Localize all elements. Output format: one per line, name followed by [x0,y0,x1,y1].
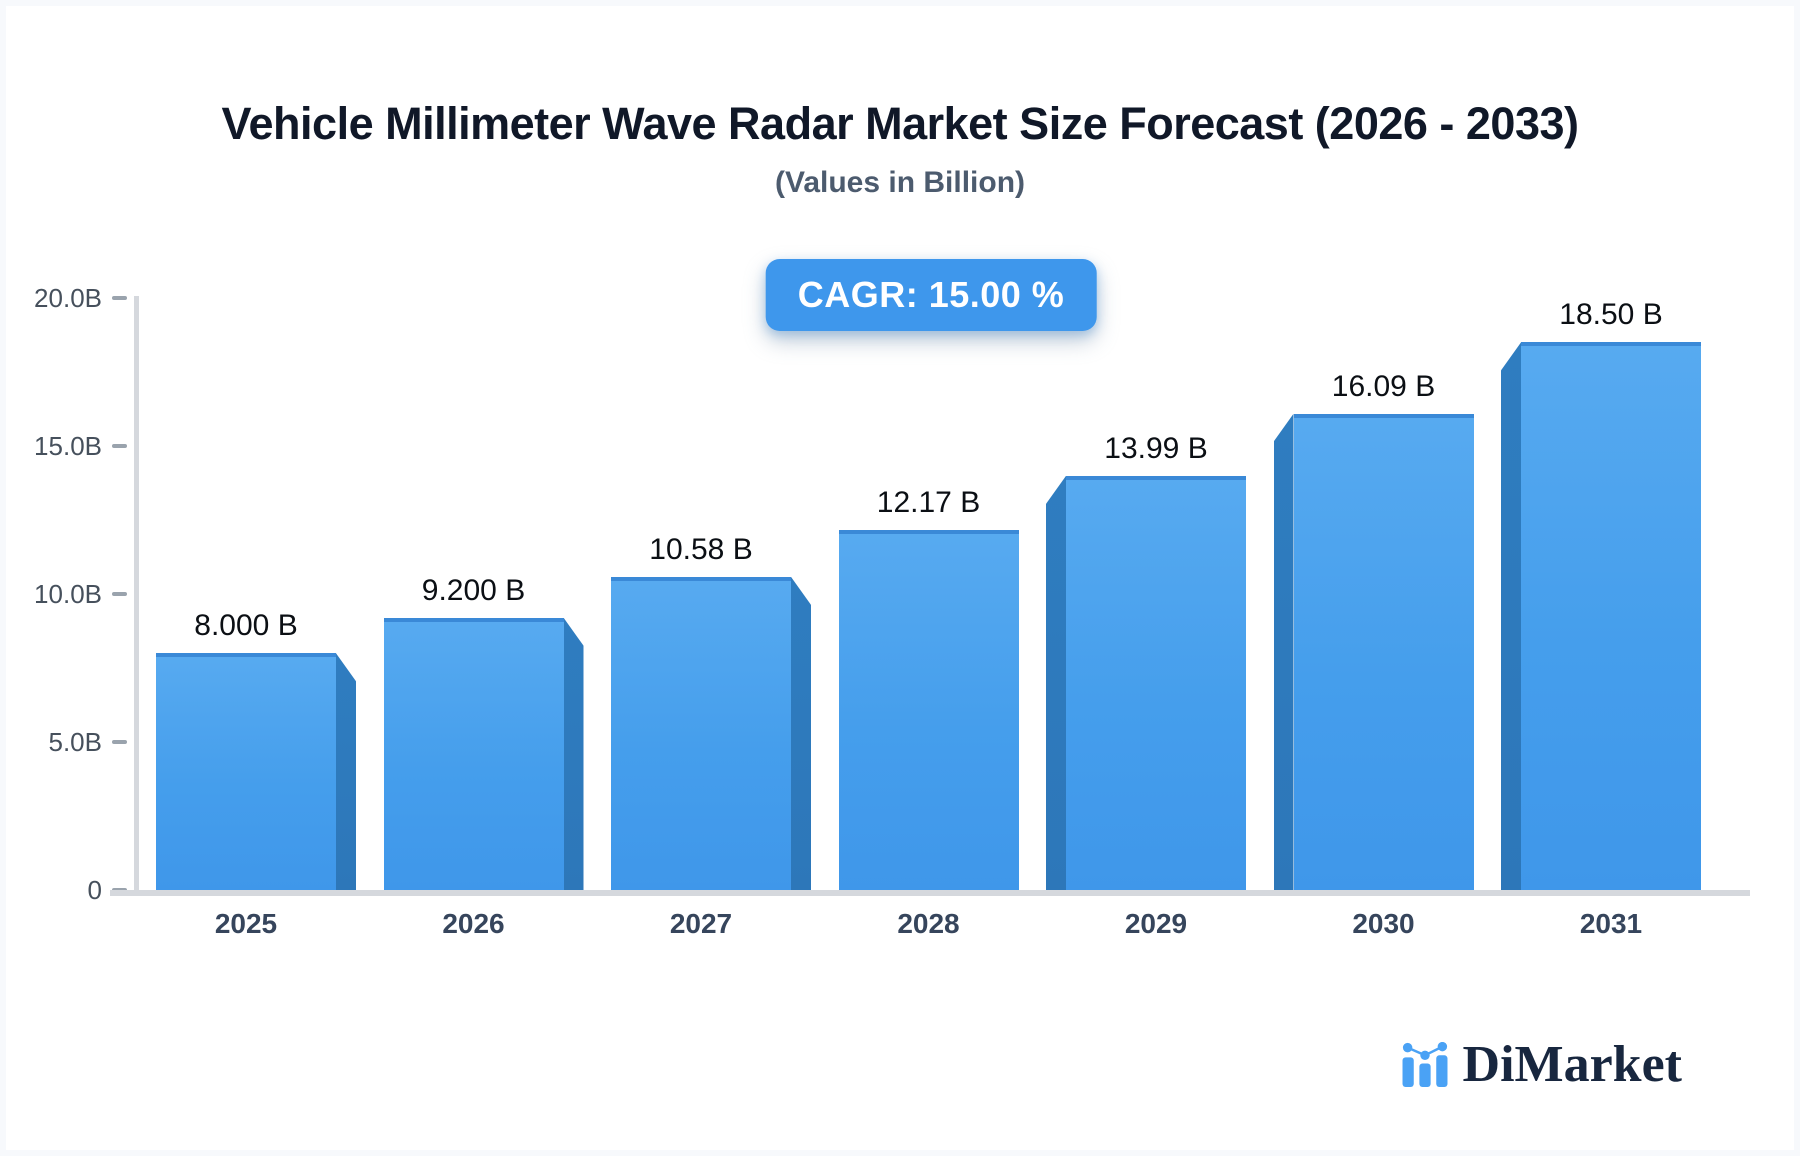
bar-value-label-2028: 12.17 B [876,485,981,519]
chart-title: Vehicle Millimeter Wave Radar Market Siz… [221,98,1579,149]
bar-2026 [383,617,564,890]
y-tick [112,592,127,596]
x-category-label-2030: 2030 [1352,908,1415,939]
y-axis-line [134,296,139,892]
chart-subtitle: (Values in Billion) [774,166,1026,199]
bar-2028 [838,529,1019,890]
y-tick [112,740,127,744]
bar-side-2027 [791,576,811,890]
x-category-label-2025: 2025 [214,908,278,939]
bar-2030 [1293,413,1474,890]
brand-logo: DiMarket [1402,1036,1682,1094]
bar-value-label-2027: 10.58 B [649,532,753,566]
y-tick-label: 10.0B [34,579,102,609]
bar-side-2029 [1046,475,1066,890]
bar-value-label-2030: 16.09 B [1331,369,1436,403]
bar-value-label-2026: 9.200 B [421,573,526,607]
x-category-label-2026: 2026 [442,908,505,939]
bar-2031 [1521,342,1701,890]
bar-2025 [156,653,336,890]
bar-side-2030 [1273,413,1294,890]
y-tick-label: 20.0B [34,283,102,313]
bar-value-label-2029: 13.99 B [1104,431,1208,465]
bar-value-label-2031: 18.50 B [1559,298,1663,332]
x-category-label-2029: 2029 [1124,908,1188,939]
bar-side-2031 [1501,342,1521,890]
y-tick [112,296,127,300]
cagr-badge: CAGR: 15.00 % [765,259,1097,331]
bar-side-2025 [336,653,356,890]
x-baseline [110,890,1750,896]
brand-logo-text: DiMarket [1462,1036,1682,1094]
x-category-label-2031: 2031 [1579,908,1643,939]
bar-value-label-2025: 8.000 B [194,609,298,643]
bar-2027 [611,576,791,890]
bar-2029 [1066,475,1246,890]
bar-chart: 0 5.0B 10.0B 15.0B 20.0B 8.000 B 2025 9.200 B 20… [6,6,1794,1150]
y-tick-label: 0 [87,875,102,905]
x-category-label-2027: 2027 [669,908,733,939]
brand-logo-icon [1402,1042,1448,1087]
y-tick-label: 15.0B [34,431,102,461]
x-category-label-2028: 2028 [897,908,960,939]
bar-side-2026 [563,617,584,890]
y-tick [112,444,127,448]
y-tick-label: 5.0B [48,727,103,757]
